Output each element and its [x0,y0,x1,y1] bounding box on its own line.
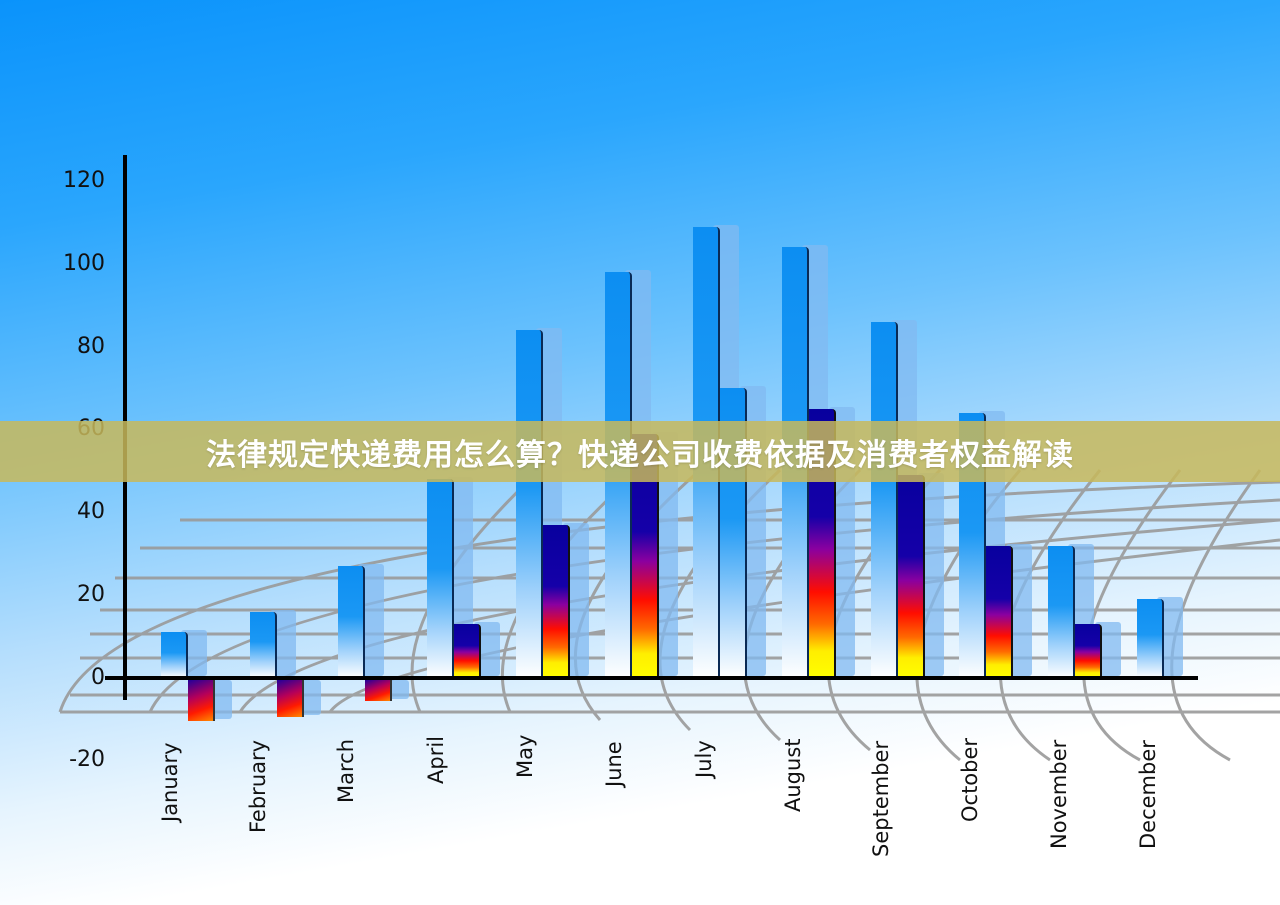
x-tick-label-march: March [334,738,358,803]
y-tick-label: 20 [77,582,105,607]
bar-series2-april [454,624,482,678]
x-tick-label-august: August [781,738,805,813]
bar-series2-may [542,524,570,678]
bar-series2-september [897,475,925,678]
x-tick-label-november: November [1047,739,1071,849]
bar-shadow [210,680,232,720]
bar-series2-october [986,545,1014,678]
y-tick-label: -20 [69,747,105,772]
bar-series2-february [276,680,304,718]
x-tick-label-february: February [246,739,270,833]
y-tick-label: 120 [63,168,105,193]
x-tick-label-october: October [958,737,982,822]
bar-shadow [387,680,410,699]
bar-series1-april [427,479,455,678]
y-tick-label: 80 [77,334,105,359]
bar-series2-january [188,680,215,722]
x-axis-line [105,676,1198,680]
bar-series1-september [870,321,898,678]
x-tick-label-june: June [602,741,626,787]
y-tick-label: 0 [91,665,105,690]
bar-series1-november [1048,545,1075,678]
x-tick-label-may: May [513,734,537,778]
bar-series1-february [249,611,277,678]
bar-series1-may [515,330,543,678]
bar-series1-december [1136,599,1164,678]
x-tick-label-january: January [158,742,182,822]
bar-series1-january [161,632,188,678]
x-tick-label-september: September [869,740,893,857]
x-tick-label-july: July [692,740,716,778]
bar-series2-march [365,680,393,701]
bar-series2-november [1075,624,1102,678]
y-tick-label: 100 [63,251,105,276]
x-tick-label-december: December [1136,740,1160,849]
banner-title: 法律规定快递费用怎么算？快递公司收费依据及消费者权益解读 [206,437,1074,473]
bar-shadow [298,680,321,716]
title-banner: 法律规定快递费用怎么算？快递公司收费依据及消费者权益解读 [0,421,1280,482]
bar-series1-march [338,566,366,678]
y-tick-label: 40 [77,499,105,524]
x-tick-label-april: April [424,736,448,784]
